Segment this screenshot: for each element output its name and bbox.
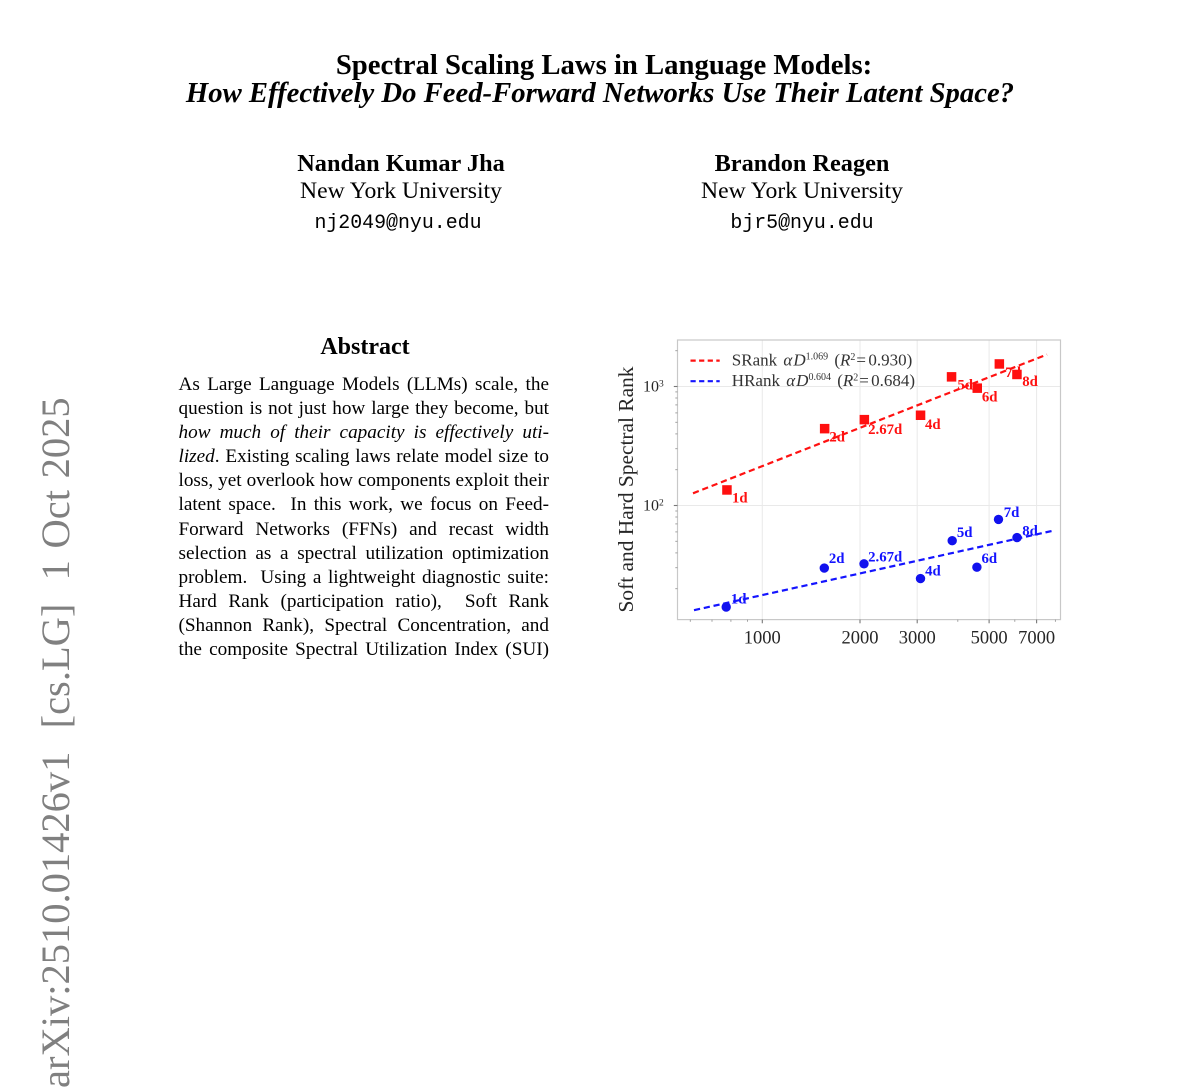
svg-text:4d: 4d — [925, 564, 941, 580]
svg-text:8d: 8d — [1022, 374, 1038, 390]
svg-text:8d: 8d — [1022, 524, 1038, 540]
svg-text:102: 102 — [643, 498, 664, 515]
svg-text:103: 103 — [643, 379, 664, 396]
svg-text:7000: 7000 — [1018, 629, 1055, 649]
svg-text:6d: 6d — [982, 389, 998, 405]
svg-text:2.67d: 2.67d — [868, 422, 903, 438]
svg-text:HRank αD0.604 (R2=0.684): HRank αD0.604 (R2= 0.684) — [732, 371, 915, 390]
svg-text:2d: 2d — [829, 551, 845, 567]
svg-text:Soft and Hard Spectral Rank: Soft and Hard Spectral Rank — [614, 366, 638, 612]
svg-text:2000: 2000 — [842, 629, 879, 649]
svg-text:1d: 1d — [731, 591, 747, 607]
svg-text:7d: 7d — [1004, 505, 1020, 521]
svg-text:5d: 5d — [957, 378, 973, 394]
svg-text:SRank αD1.069 (R2=0.930): SRank αD1.069 (R2= 0.930) — [732, 351, 912, 370]
svg-text:6d: 6d — [982, 551, 998, 567]
svg-text:2.67d: 2.67d — [868, 550, 903, 566]
svg-text:3000: 3000 — [899, 629, 936, 649]
svg-text:4d: 4d — [925, 417, 941, 433]
svg-text:5d: 5d — [957, 525, 973, 541]
svg-text:1d: 1d — [732, 491, 748, 507]
svg-text:5000: 5000 — [971, 629, 1008, 649]
svg-text:2d: 2d — [829, 429, 845, 445]
svg-text:1000: 1000 — [744, 629, 781, 649]
